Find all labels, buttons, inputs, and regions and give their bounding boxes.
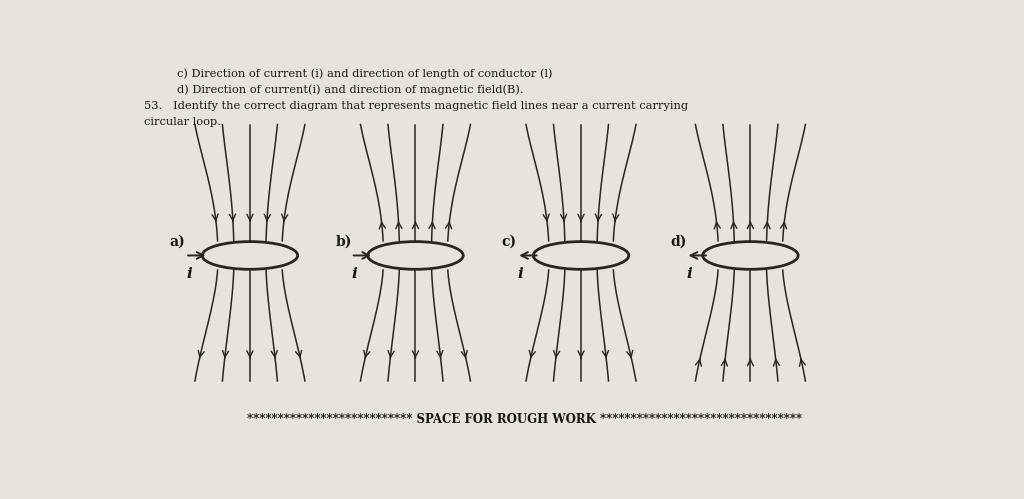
Ellipse shape [702, 242, 798, 269]
Text: c): c) [501, 235, 516, 249]
Text: 53.   Identify the correct diagram that represents magnetic field lines near a c: 53. Identify the correct diagram that re… [144, 101, 688, 111]
Ellipse shape [534, 242, 629, 269]
Text: i: i [517, 267, 523, 281]
Text: i: i [186, 267, 191, 281]
Text: d) Direction of current(i) and direction of magnetic field(B).: d) Direction of current(i) and direction… [177, 84, 523, 95]
Text: i: i [687, 267, 692, 281]
Ellipse shape [202, 242, 298, 269]
Text: c) Direction of current (i) and direction of length of conductor (l): c) Direction of current (i) and directio… [177, 68, 552, 79]
Text: i: i [352, 267, 357, 281]
Ellipse shape [368, 242, 463, 269]
Text: circular loop.: circular loop. [144, 117, 221, 127]
Text: *************************** SPACE FOR ROUGH WORK *******************************: *************************** SPACE FOR RO… [247, 413, 803, 426]
Text: b): b) [336, 235, 352, 249]
Text: d): d) [671, 235, 687, 249]
Text: a): a) [170, 235, 185, 249]
